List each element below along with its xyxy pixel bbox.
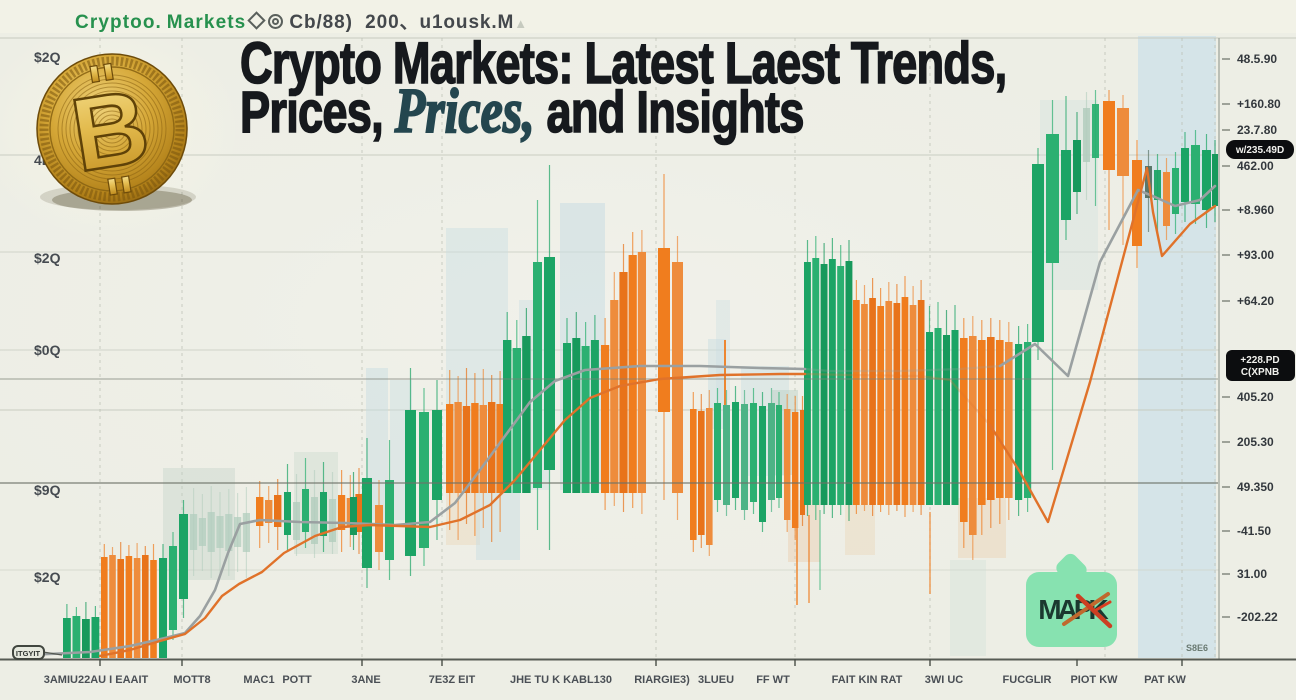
svg-text:3AMIU22AU I EAAIT: 3AMIU22AU I EAAIT	[44, 674, 149, 686]
svg-text:S8E6: S8E6	[1186, 643, 1208, 653]
svg-text:-41.50: -41.50	[1237, 524, 1271, 538]
svg-text:w/235.49D: w/235.49D	[1235, 145, 1284, 156]
svg-text:3ANE: 3ANE	[351, 674, 380, 686]
svg-text:31.00: 31.00	[1237, 567, 1267, 581]
svg-text:$2Q: $2Q	[34, 49, 61, 65]
svg-text:+93.00: +93.00	[1237, 248, 1274, 262]
svg-text:205.30: 205.30	[1237, 435, 1274, 449]
svg-text:+64.20: +64.20	[1237, 294, 1274, 308]
svg-text:23.7.80: 23.7.80	[1237, 123, 1277, 137]
svg-text:PAT KW: PAT KW	[1144, 674, 1186, 686]
svg-text:FF WT: FF WT	[756, 674, 790, 686]
svg-text:48.5.90: 48.5.90	[1237, 52, 1277, 66]
svg-text:FAIT KIN RAT: FAIT KIN RAT	[832, 674, 903, 686]
svg-text:POTT: POTT	[282, 674, 312, 686]
svg-text:JHE TU K KABL130: JHE TU K KABL130	[510, 674, 612, 686]
svg-text:C(XPNB: C(XPNB	[1241, 367, 1279, 378]
svg-text:+228.PD: +228.PD	[1240, 355, 1279, 366]
svg-text:MOTT8: MOTT8	[173, 674, 210, 686]
svg-text:MAC1: MAC1	[243, 674, 274, 686]
svg-text:+160.80: +160.80	[1237, 97, 1281, 111]
svg-text:$2Q: $2Q	[34, 250, 61, 266]
svg-text:$2Q: $2Q	[34, 569, 61, 585]
svg-text:7E3Z EIT: 7E3Z EIT	[429, 674, 476, 686]
svg-text:-202.22: -202.22	[1237, 610, 1278, 624]
svg-text:PIOT KW: PIOT KW	[1070, 674, 1118, 686]
svg-text:$9Q: $9Q	[34, 482, 61, 498]
svg-text:3WI UC: 3WI UC	[925, 674, 964, 686]
svg-text:49.350: 49.350	[1237, 480, 1274, 494]
svg-text:3LUEU: 3LUEU	[698, 674, 734, 686]
svg-text:+8.960: +8.960	[1237, 203, 1274, 217]
svg-text:$0Q: $0Q	[34, 342, 61, 358]
svg-text:ITGYIT: ITGYIT	[16, 649, 41, 658]
svg-text:FUCGLIR: FUCGLIR	[1003, 674, 1052, 686]
svg-text:405.20: 405.20	[1237, 390, 1274, 404]
svg-text:462.00: 462.00	[1237, 159, 1274, 173]
svg-text:RIARGIE3): RIARGIE3)	[634, 674, 690, 686]
